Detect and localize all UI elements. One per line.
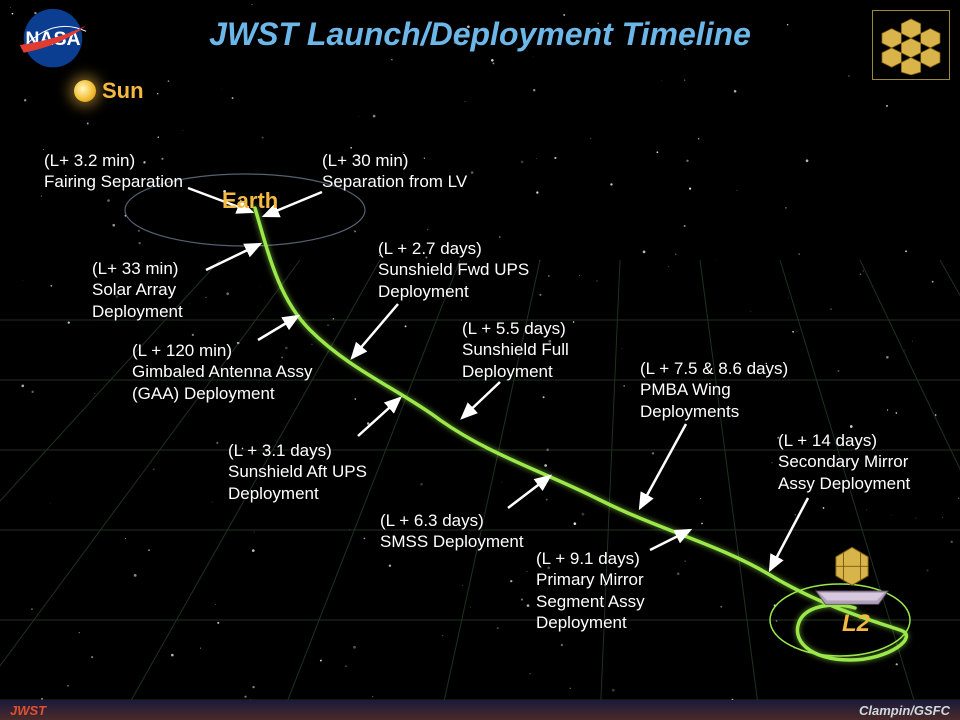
event-smss: (L + 6.3 days) SMSS Deployment [380, 510, 524, 553]
event-separation-lv: (L+ 30 min) Separation from LV [322, 150, 467, 193]
footer-bar: JWST Clampin/GSFC [0, 700, 960, 720]
event-sunshield-full: (L + 5.5 days) Sunshield Full Deployment [462, 318, 569, 382]
event-secondary-mirror: (L + 14 days) Secondary Mirror Assy Depl… [778, 430, 910, 494]
footer-left: JWST [10, 703, 46, 718]
arrow-pmba-wing [640, 424, 686, 508]
footer-right: Clampin/GSFC [859, 703, 950, 718]
arrow-secondary-mirror [770, 498, 808, 570]
event-sunshield-aft-ups: (L + 3.1 days) Sunshield Aft UPS Deploym… [228, 440, 367, 504]
page-title: JWST Launch/Deployment Timeline [0, 16, 960, 53]
arrow-solar-array [206, 244, 260, 270]
jwst-spacecraft-icon [816, 547, 888, 604]
sun-label: Sun [102, 78, 144, 104]
arrow-sunshield-full [462, 382, 500, 418]
event-sunshield-fwd-ups: (L + 2.7 days) Sunshield Fwd UPS Deploym… [378, 238, 529, 302]
event-primary-mirror: (L + 9.1 days) Primary Mirror Segment As… [536, 548, 645, 633]
arrow-primary-mirror [650, 530, 690, 550]
event-fairing-separation: (L+ 3.2 min) Fairing Separation [44, 150, 183, 193]
arrow-smss [508, 476, 550, 508]
earth-label: Earth [222, 188, 278, 214]
event-pmba-wing: (L + 7.5 & 8.6 days) PMBA Wing Deploymen… [640, 358, 788, 422]
sun-icon [74, 80, 96, 102]
diagram-stage: NASA JWST Launch/Deployment Timeline Sun… [0, 0, 960, 720]
event-gimbaled-antenna: (L + 120 min) Gimbaled Antenna Assy (GAA… [132, 340, 313, 404]
arrow-sunshield-fwd-ups [352, 304, 398, 358]
l2-label: L2 [842, 610, 870, 638]
event-solar-array: (L+ 33 min) Solar Array Deployment [92, 258, 183, 322]
